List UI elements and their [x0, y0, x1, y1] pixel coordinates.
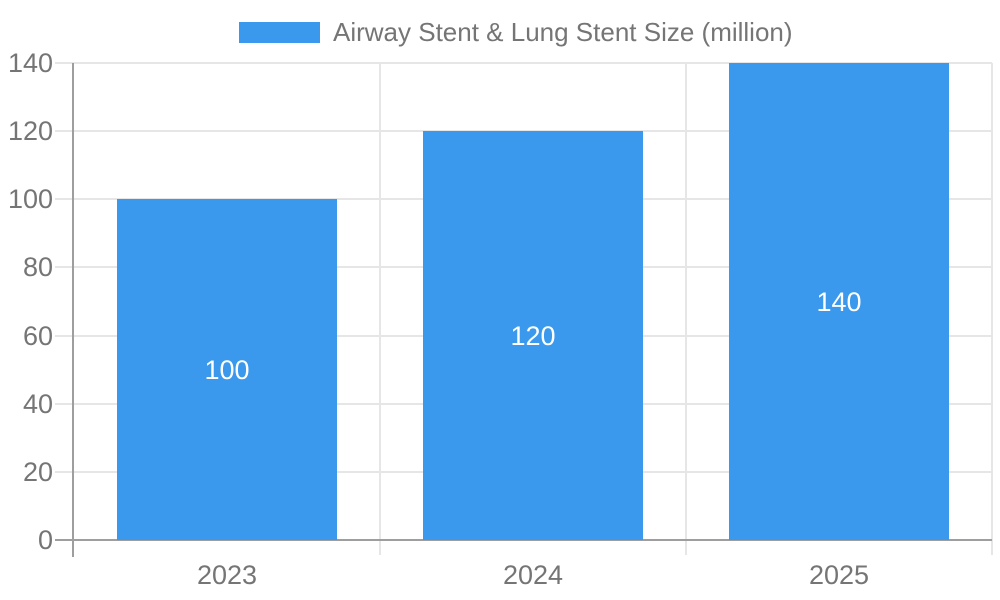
y-axis-line — [72, 63, 74, 557]
category-separator — [685, 63, 687, 555]
x-axis-tick-label: 2024 — [502, 560, 564, 590]
x-axis-tick-label: 2023 — [196, 560, 258, 590]
legend-color-swatch — [239, 21, 320, 43]
bar-value-label: 100 — [204, 354, 250, 385]
bar-value-label: 120 — [510, 320, 556, 351]
bar-2025[interactable] — [729, 63, 949, 540]
bar-2023[interactable] — [117, 199, 337, 540]
y-axis-tick-label: 140 — [7, 48, 53, 78]
y-axis-tick-label: 80 — [22, 252, 53, 283]
y-axis-tick-label: 40 — [22, 388, 53, 419]
x-axis-baseline — [55, 539, 992, 541]
y-axis-tick-label: 0 — [37, 525, 53, 555]
y-axis-tick-label: 120 — [7, 116, 53, 147]
category-separator — [379, 63, 381, 555]
bar-value-label: 140 — [816, 286, 862, 317]
y-axis-tick-label: 20 — [22, 456, 53, 487]
bar-2024[interactable] — [423, 131, 643, 540]
y-axis-tick-label: 100 — [7, 184, 53, 215]
x-axis-tick-label: 2025 — [808, 560, 870, 590]
gridline — [55, 62, 992, 64]
plot-right-border — [991, 63, 993, 555]
legend-label: Airway Stent & Lung Stent Size (million) — [333, 16, 793, 47]
chart-legend: Airway Stent & Lung Stent Size (million) — [239, 11, 793, 53]
y-axis-tick-label: 60 — [22, 320, 53, 351]
